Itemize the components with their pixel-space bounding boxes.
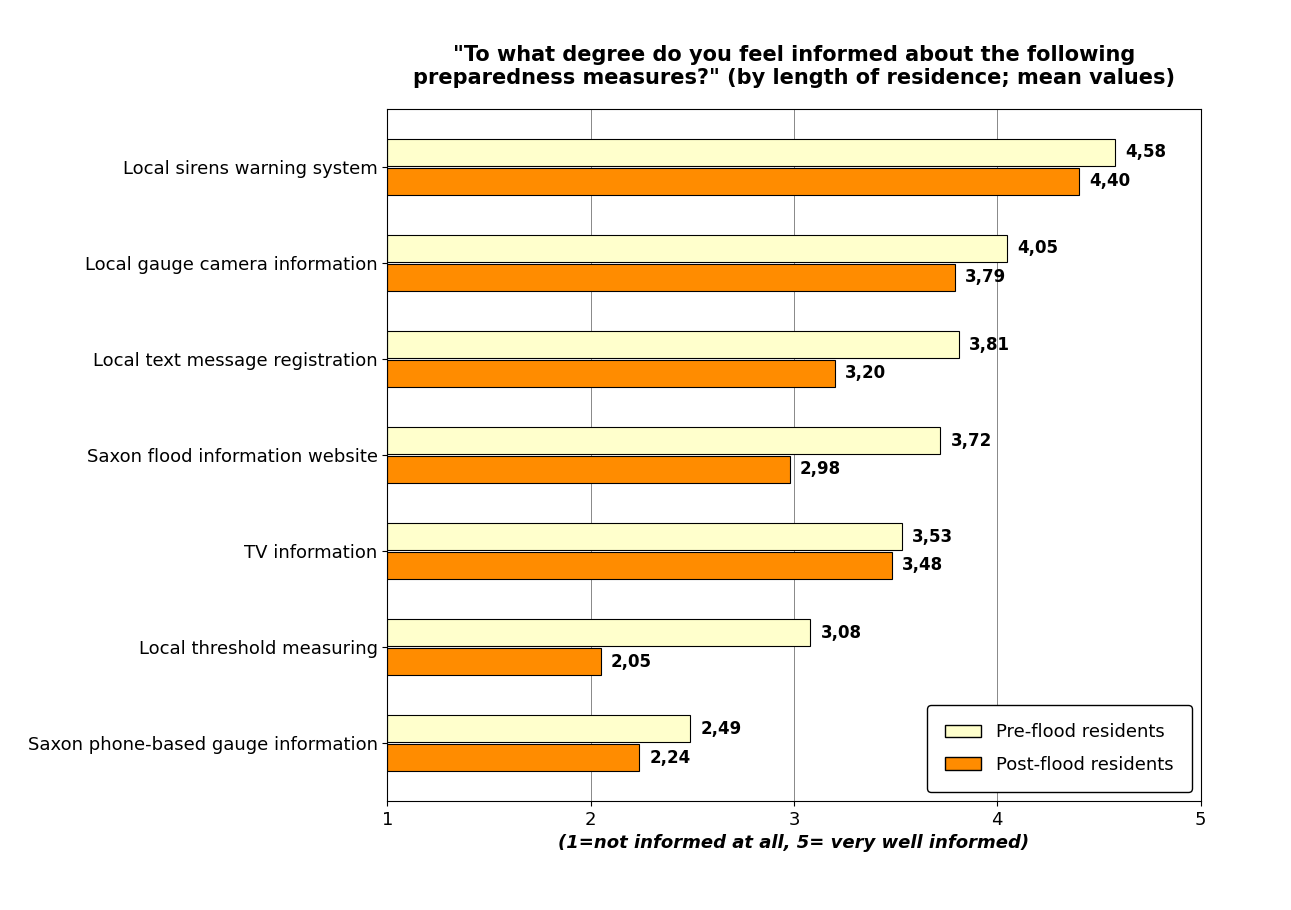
Text: 2,98: 2,98 xyxy=(800,460,842,479)
Bar xyxy=(387,359,835,387)
Bar xyxy=(387,167,1079,195)
Bar xyxy=(387,427,940,454)
Text: 2,49: 2,49 xyxy=(701,720,742,738)
Bar xyxy=(387,139,1115,166)
Bar xyxy=(387,331,959,358)
Text: 3,72: 3,72 xyxy=(950,431,991,450)
Text: 3,79: 3,79 xyxy=(964,268,1006,287)
Bar xyxy=(387,523,901,550)
Text: 3,48: 3,48 xyxy=(901,556,942,574)
Text: 3,08: 3,08 xyxy=(820,623,861,642)
Text: 4,58: 4,58 xyxy=(1126,144,1166,161)
Text: 4,40: 4,40 xyxy=(1088,172,1130,190)
Bar xyxy=(387,264,954,291)
Text: 2,24: 2,24 xyxy=(649,749,691,766)
Text: 3,81: 3,81 xyxy=(968,336,1010,354)
Text: 3,20: 3,20 xyxy=(844,364,886,382)
Bar xyxy=(387,648,600,675)
Title: "To what degree do you feel informed about the following
preparedness measures?": "To what degree do you feel informed abo… xyxy=(413,45,1175,88)
Bar xyxy=(387,552,892,579)
Bar xyxy=(387,620,811,646)
Bar xyxy=(387,744,639,771)
Legend: Pre-flood residents, Post-flood residents: Pre-flood residents, Post-flood resident… xyxy=(927,705,1192,792)
Bar xyxy=(387,456,790,483)
Text: 2,05: 2,05 xyxy=(611,652,652,671)
Bar xyxy=(387,235,1007,262)
Text: 3,53: 3,53 xyxy=(911,528,953,546)
X-axis label: (1=not informed at all, 5= very well informed): (1=not informed at all, 5= very well inf… xyxy=(559,834,1029,852)
Text: 4,05: 4,05 xyxy=(1017,239,1059,258)
Bar xyxy=(387,715,691,743)
